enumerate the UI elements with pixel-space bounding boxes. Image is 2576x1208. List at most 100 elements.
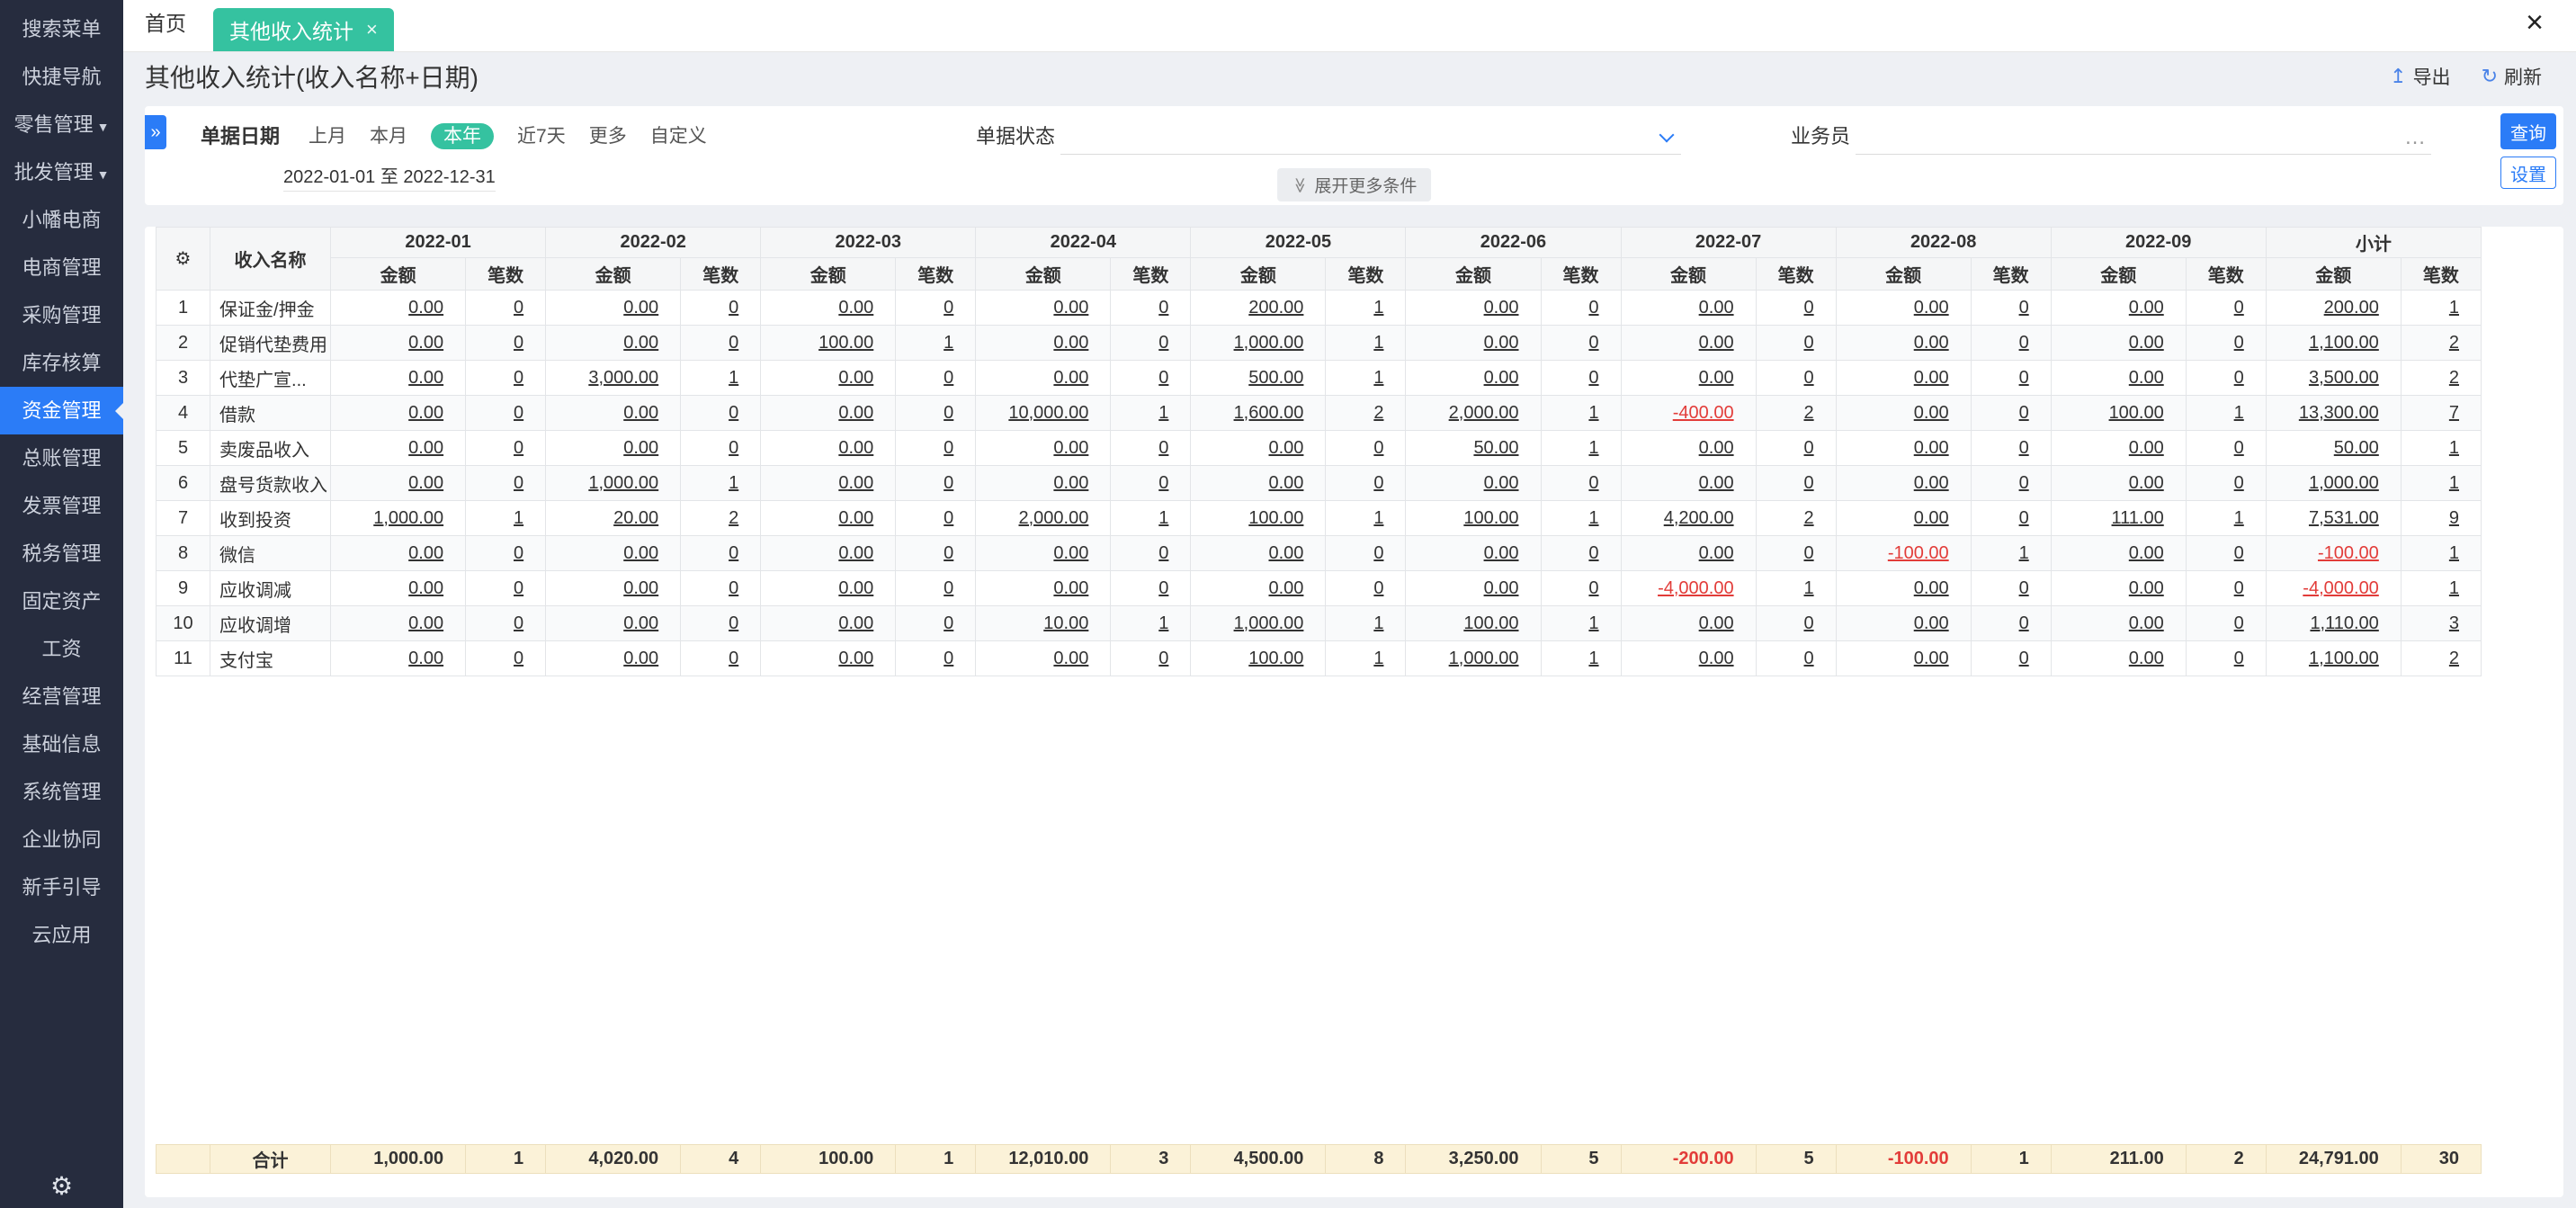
count-link[interactable]: 0 <box>2233 648 2244 668</box>
count-link[interactable]: 0 <box>944 577 954 598</box>
sidebar-gear-icon[interactable]: ⚙ <box>49 1172 74 1200</box>
amount-link[interactable]: 0.00 <box>838 402 874 423</box>
count-link[interactable]: 0 <box>1158 332 1169 353</box>
amount-link[interactable]: -4,000.00 <box>1658 577 1734 598</box>
collapse-filter-icon[interactable]: » <box>145 115 166 149</box>
count-link[interactable]: 0 <box>729 613 739 633</box>
tab-close-icon[interactable]: × <box>366 18 378 40</box>
refresh-button[interactable]: ↻ 刷新 <box>2482 63 2542 90</box>
amount-link[interactable]: 0.00 <box>623 577 659 598</box>
quick-option-本年[interactable]: 本年 <box>431 123 495 149</box>
amount-link[interactable]: 0.00 <box>1913 472 1949 493</box>
amount-link[interactable]: 0.00 <box>1268 542 1304 563</box>
count-link[interactable]: 2 <box>2448 332 2459 353</box>
count-link[interactable]: 0 <box>2018 332 2029 353</box>
count-link[interactable]: 0 <box>1373 577 1384 598</box>
quick-option-本月[interactable]: 本月 <box>370 126 408 147</box>
count-link[interactable]: 0 <box>1158 297 1169 318</box>
count-link[interactable]: 0 <box>1803 472 1814 493</box>
count-link[interactable]: 0 <box>2018 367 2029 388</box>
count-link[interactable]: 0 <box>514 577 524 598</box>
count-link[interactable]: 0 <box>2233 613 2244 633</box>
amount-link[interactable]: 0.00 <box>1483 332 1519 353</box>
amount-link[interactable]: 0.00 <box>1698 648 1734 668</box>
sidebar-item-电商管理[interactable]: 电商管理 <box>0 244 123 291</box>
count-link[interactable]: 0 <box>729 297 739 318</box>
count-link[interactable]: 2 <box>2448 367 2459 388</box>
amount-link[interactable]: 0.00 <box>408 402 444 423</box>
amount-link[interactable]: 0.00 <box>1483 542 1519 563</box>
amount-link[interactable]: 1,000.00 <box>1448 648 1519 668</box>
amount-link[interactable]: 7,531.00 <box>2308 507 2379 528</box>
amount-link[interactable]: 1,000.00 <box>1233 332 1304 353</box>
count-link[interactable]: 0 <box>1588 332 1599 353</box>
count-link[interactable]: 7 <box>2448 402 2459 423</box>
count-link[interactable]: 0 <box>2018 648 2029 668</box>
setting-button[interactable]: 设置 <box>2500 157 2556 189</box>
amount-link[interactable]: 1,100.00 <box>2308 332 2379 353</box>
count-link[interactable]: 0 <box>729 402 739 423</box>
count-link[interactable]: 0 <box>1803 648 1814 668</box>
count-link[interactable]: 0 <box>514 542 524 563</box>
amount-link[interactable]: 20.00 <box>613 507 659 528</box>
amount-link[interactable]: 500.00 <box>1248 367 1304 388</box>
amount-link[interactable]: 0.00 <box>1483 577 1519 598</box>
amount-link[interactable]: 0.00 <box>1268 437 1304 458</box>
count-link[interactable]: 0 <box>514 613 524 633</box>
count-link[interactable]: 1 <box>1588 437 1599 458</box>
amount-link[interactable]: 0.00 <box>1698 542 1734 563</box>
quick-option-更多[interactable]: 更多 <box>588 126 627 147</box>
count-link[interactable]: 2 <box>729 507 739 528</box>
amount-link[interactable]: 0.00 <box>1913 332 1949 353</box>
hscroll-strip[interactable] <box>145 1174 2563 1197</box>
amount-link[interactable]: 0.00 <box>408 367 444 388</box>
amount-link[interactable]: 0.00 <box>2128 437 2164 458</box>
count-link[interactable]: 1 <box>2448 472 2459 493</box>
count-link[interactable]: 0 <box>1373 472 1384 493</box>
amount-link[interactable]: 2,000.00 <box>1018 507 1089 528</box>
count-link[interactable]: 1 <box>514 507 524 528</box>
amount-link[interactable]: 0.00 <box>623 542 659 563</box>
count-link[interactable]: 0 <box>1803 297 1814 318</box>
quick-option-自定义[interactable]: 自定义 <box>649 126 707 147</box>
sidebar-item-快捷导航[interactable]: 快捷导航 <box>0 53 123 101</box>
amount-link[interactable]: 100.00 <box>1248 648 1304 668</box>
amount-link[interactable]: 0.00 <box>1053 648 1089 668</box>
sidebar-item-固定资产[interactable]: 固定资产 <box>0 577 123 625</box>
amount-link[interactable]: 0.00 <box>2128 472 2164 493</box>
amount-link[interactable]: -100.00 <box>2317 542 2379 563</box>
amount-link[interactable]: 0.00 <box>408 472 444 493</box>
amount-link[interactable]: 0.00 <box>1053 542 1089 563</box>
expand-more-conditions-button[interactable]: ≫ 展开更多条件 <box>1276 168 1432 201</box>
amount-link[interactable]: 0.00 <box>1913 437 1949 458</box>
count-link[interactable]: 1 <box>729 472 739 493</box>
amount-link[interactable]: 0.00 <box>2128 332 2164 353</box>
count-link[interactable]: 1 <box>1588 507 1599 528</box>
export-button[interactable]: ↥ 导出 <box>2390 63 2450 90</box>
amount-link[interactable]: 0.00 <box>838 613 874 633</box>
count-link[interactable]: 0 <box>2233 332 2244 353</box>
amount-link[interactable]: 0.00 <box>1483 297 1519 318</box>
amount-link[interactable]: 0.00 <box>408 648 444 668</box>
count-link[interactable]: 1 <box>1373 507 1384 528</box>
count-link[interactable]: 2 <box>1373 402 1384 423</box>
amount-link[interactable]: -100.00 <box>1887 542 1949 563</box>
count-link[interactable]: 0 <box>729 542 739 563</box>
count-link[interactable]: 0 <box>1588 367 1599 388</box>
count-link[interactable]: 0 <box>2233 437 2244 458</box>
amount-link[interactable]: 0.00 <box>623 613 659 633</box>
amount-link[interactable]: 10.00 <box>1043 613 1089 633</box>
amount-link[interactable]: 0.00 <box>838 648 874 668</box>
sidebar-item-税务管理[interactable]: 税务管理 <box>0 530 123 577</box>
amount-link[interactable]: -400.00 <box>1672 402 1734 423</box>
count-link[interactable]: 0 <box>2018 613 2029 633</box>
amount-link[interactable]: 0.00 <box>623 648 659 668</box>
amount-link[interactable]: 0.00 <box>1053 332 1089 353</box>
amount-link[interactable]: 0.00 <box>1698 297 1734 318</box>
count-link[interactable]: 0 <box>1588 577 1599 598</box>
count-link[interactable]: 0 <box>944 437 954 458</box>
count-link[interactable]: 0 <box>1158 542 1169 563</box>
quick-option-上月[interactable]: 上月 <box>309 126 347 147</box>
amount-link[interactable]: 0.00 <box>1913 613 1949 633</box>
amount-link[interactable]: 100.00 <box>818 332 874 353</box>
